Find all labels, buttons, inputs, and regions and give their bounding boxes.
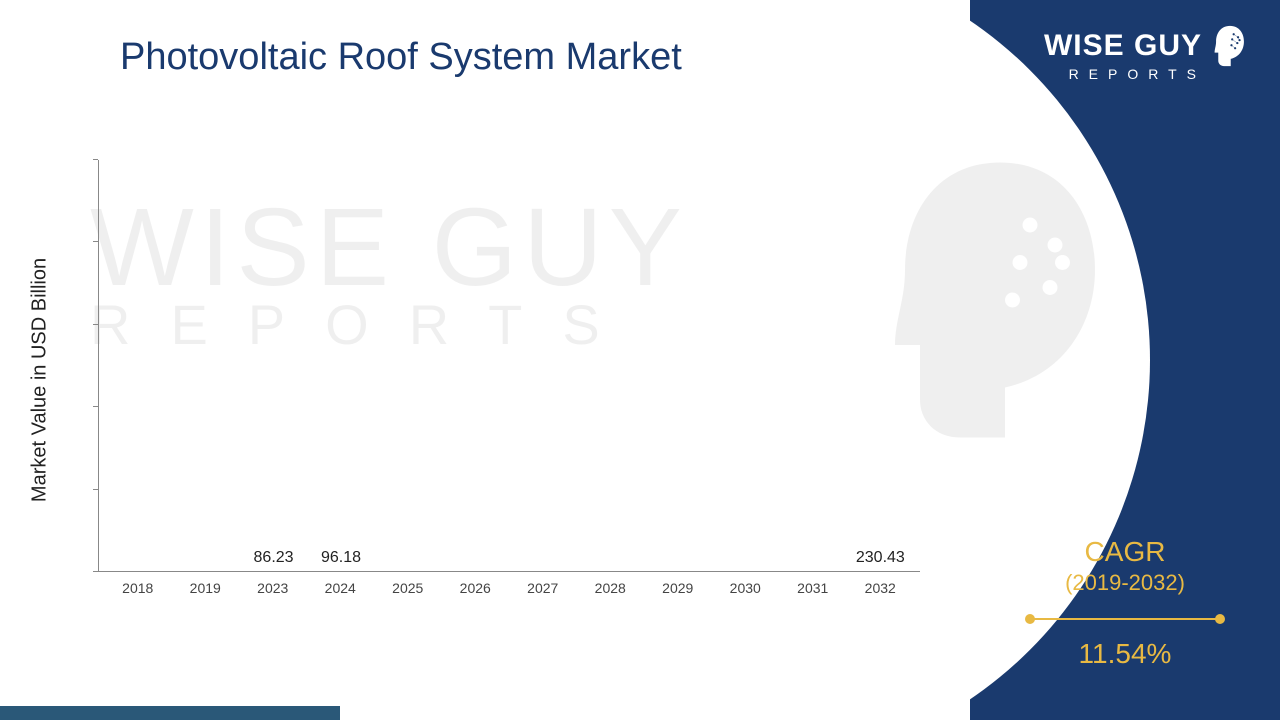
- x-tick-label: 2027: [509, 574, 577, 600]
- logo-main-row: WISE GUY: [1044, 24, 1250, 68]
- brand-logo: WISE GUY REPORTS: [1044, 24, 1250, 82]
- y-tick: [93, 159, 98, 160]
- page-title: Photovoltaic Roof System Market: [120, 36, 682, 79]
- y-tick: [93, 324, 98, 325]
- x-tick-label: 2025: [374, 574, 442, 600]
- bars-container: 86.23 96.18 230.43: [99, 160, 920, 571]
- x-tick-label: 2018: [104, 574, 172, 600]
- plot-area: 86.23 96.18 230.43: [98, 160, 920, 572]
- y-axis-label: Market Value in USD Billion: [29, 258, 52, 502]
- ai-head-icon: [1210, 24, 1250, 68]
- bar-value-label: 86.23: [254, 549, 294, 567]
- x-tick-label: 2032: [847, 574, 915, 600]
- cagr-value: 11.54%: [1010, 638, 1240, 670]
- page-root: WISE GUY REPORTS WISE GUY REPORTS Photov…: [0, 0, 1280, 720]
- y-tick: [93, 571, 98, 572]
- logo-text-main: WISE GUY: [1044, 29, 1202, 63]
- y-tick: [93, 489, 98, 490]
- x-tick-label: 2030: [712, 574, 780, 600]
- cagr-range: (2019-2032): [1010, 570, 1240, 596]
- x-tick-label: 2019: [172, 574, 240, 600]
- bar-value-label: 230.43: [856, 549, 905, 567]
- x-tick-label: 2026: [442, 574, 510, 600]
- cagr-title: CAGR: [1010, 536, 1240, 568]
- bottom-accent-bar: [0, 706, 340, 720]
- cagr-divider: [1030, 618, 1220, 620]
- bar-value-label: 96.18: [321, 549, 361, 567]
- logo-text-sub: REPORTS: [1044, 66, 1250, 82]
- y-tick: [93, 241, 98, 242]
- x-tick-label: 2028: [577, 574, 645, 600]
- x-tick-label: 2029: [644, 574, 712, 600]
- bar-chart: Market Value in USD Billion 86.2396.1823…: [70, 160, 920, 600]
- x-tick-label: 2024: [307, 574, 375, 600]
- x-labels-row: 2018201920232024202520262027202820292030…: [98, 574, 920, 600]
- cagr-box: CAGR (2019-2032) 11.54%: [1010, 536, 1240, 670]
- y-tick: [93, 406, 98, 407]
- x-tick-label: 2031: [779, 574, 847, 600]
- x-tick-label: 2023: [239, 574, 307, 600]
